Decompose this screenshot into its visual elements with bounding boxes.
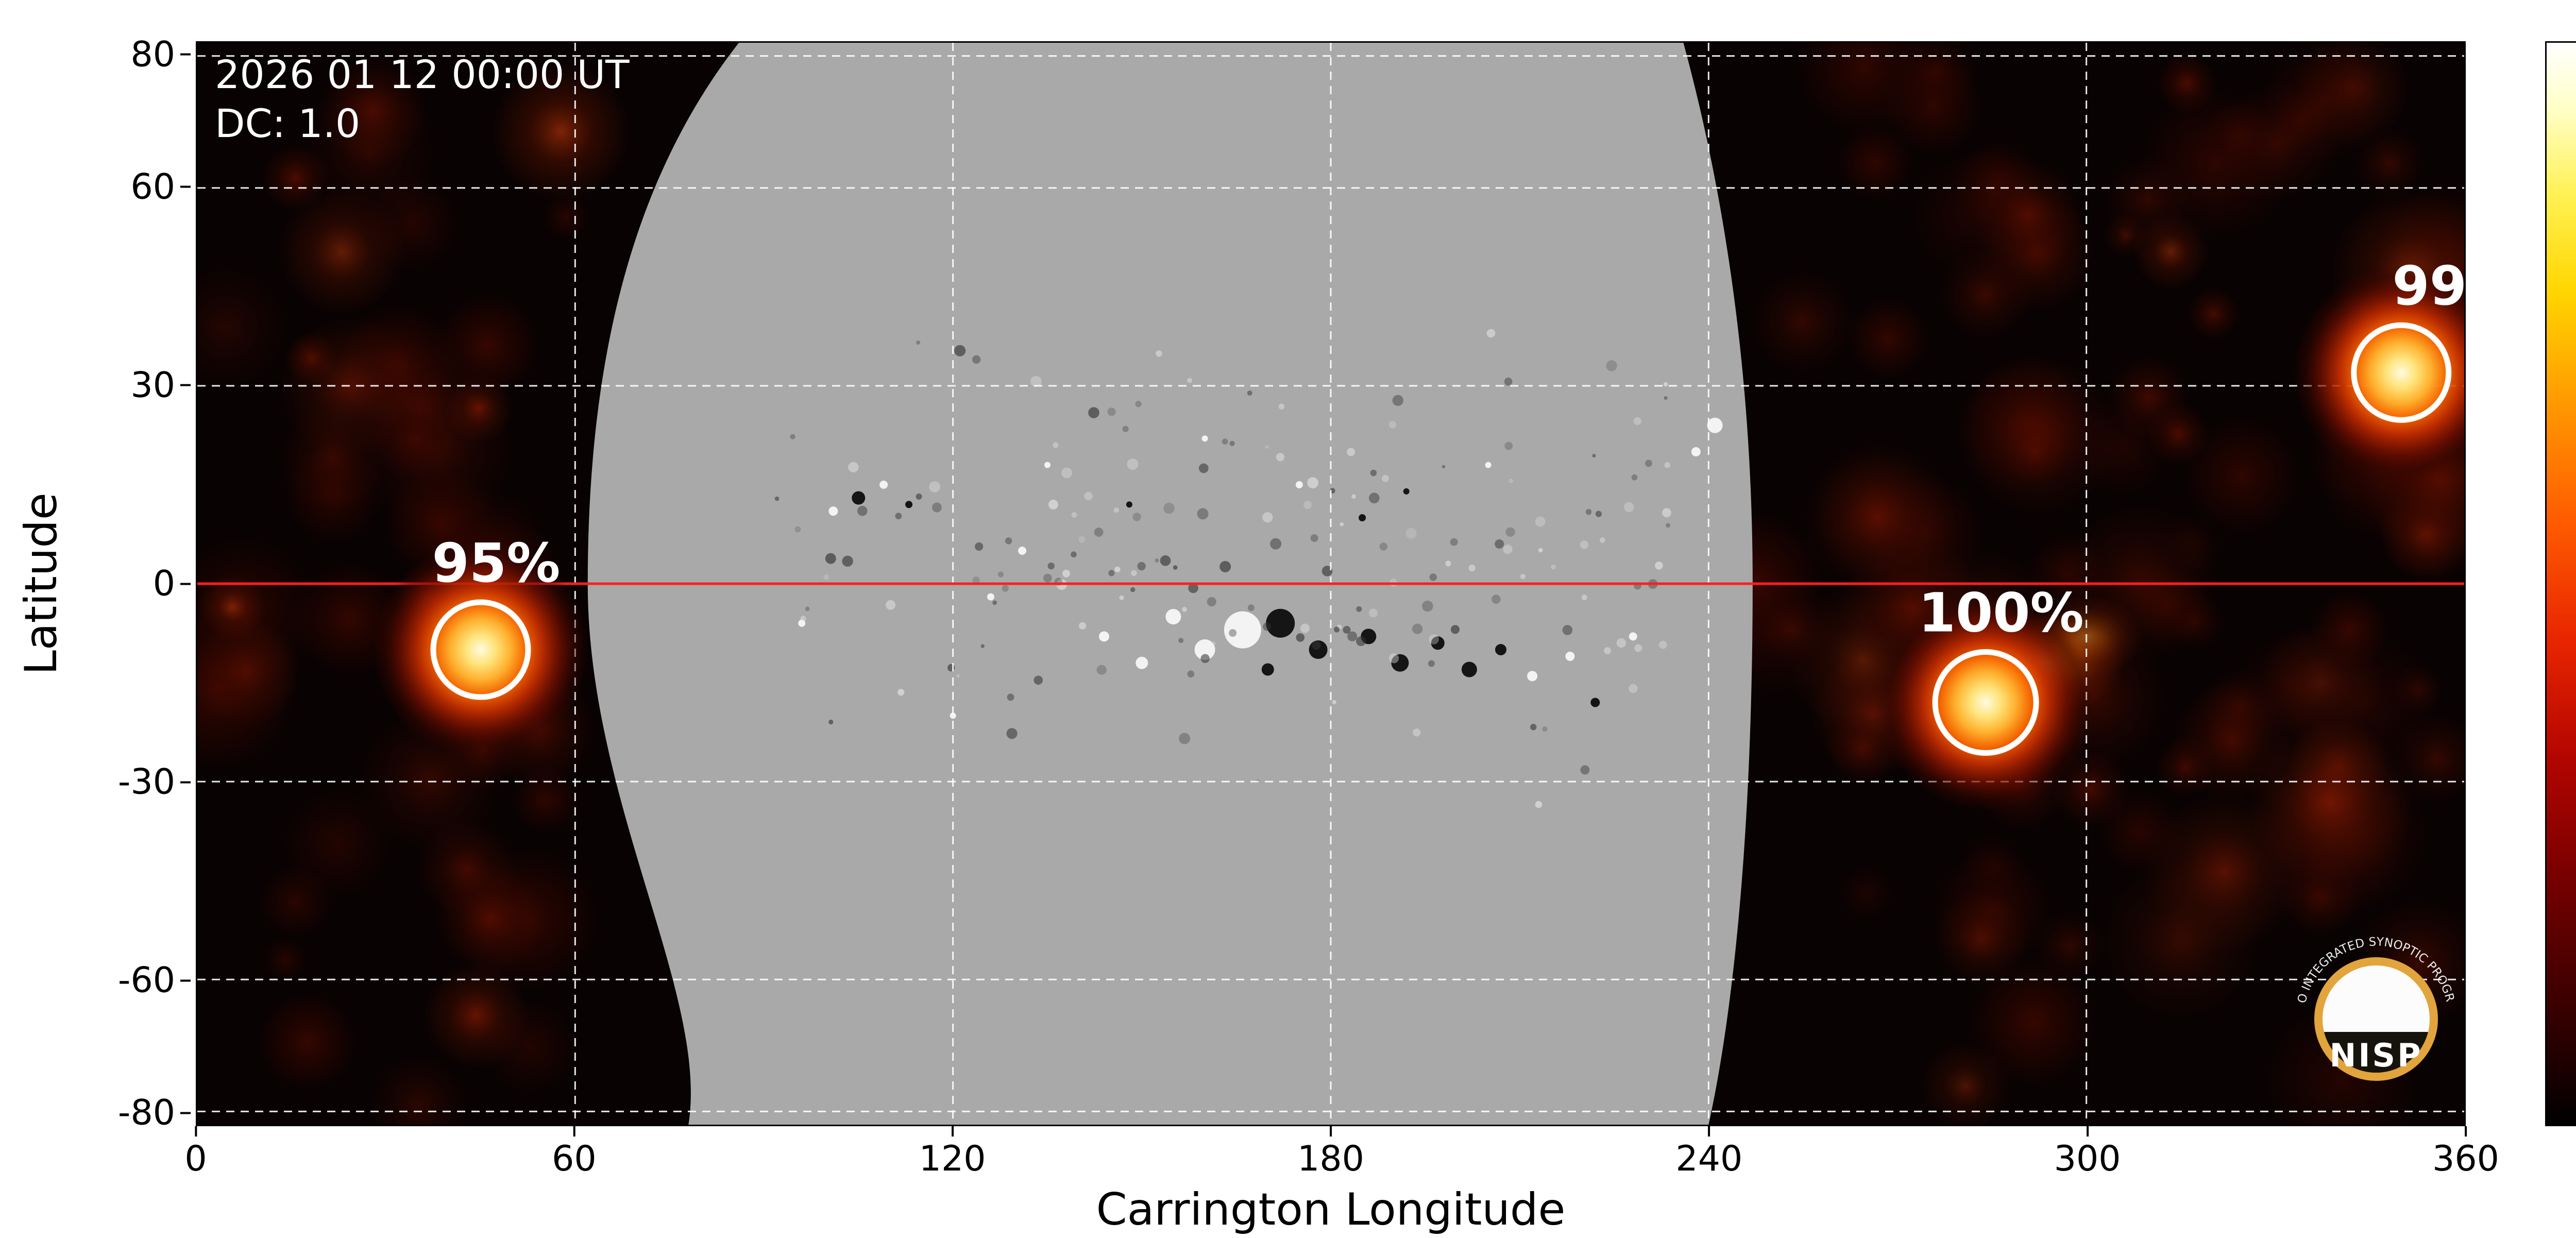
x-tick: 300 bbox=[2054, 1126, 2121, 1179]
y-axis-label: Latitude bbox=[15, 493, 67, 675]
detection-hotspot bbox=[1877, 594, 2094, 811]
farside-colorbar bbox=[2545, 41, 2576, 1126]
magnetogram-feature bbox=[798, 619, 806, 627]
y-tick: 80 bbox=[130, 34, 191, 75]
detection-label: 100% bbox=[1918, 581, 2083, 644]
y-tick: 60 bbox=[130, 166, 191, 207]
magnetogram-feature bbox=[1224, 611, 1261, 649]
magnetogram-feature bbox=[1629, 632, 1637, 641]
y-tick: -60 bbox=[118, 960, 191, 1001]
magnetogram-feature bbox=[1590, 698, 1600, 707]
magnetogram-feature bbox=[1126, 501, 1132, 508]
magnetogram-feature bbox=[1018, 547, 1027, 555]
magnetogram-feature bbox=[905, 501, 913, 508]
magnetogram-feature bbox=[1359, 514, 1366, 521]
magnetogram-feature bbox=[1261, 663, 1274, 676]
magnetogram-feature bbox=[1707, 417, 1723, 433]
magnetogram-feature bbox=[1136, 656, 1148, 669]
magnetogram-feature bbox=[987, 593, 994, 601]
magnetogram-feature bbox=[1495, 644, 1506, 655]
magnetogram-feature bbox=[1403, 488, 1410, 495]
magnetogram-feature bbox=[879, 480, 888, 489]
detection-ring bbox=[1932, 649, 2039, 756]
timestamp-text: 2026 01 12 00:00 UT bbox=[215, 52, 630, 97]
magnetogram-feature bbox=[828, 506, 838, 516]
gridlines bbox=[197, 43, 2464, 1125]
magnetogram-feature bbox=[1099, 631, 1109, 642]
y-tick: 30 bbox=[130, 365, 191, 405]
y-axis-ticks: 80 60 30 0 -30 -60 -80 bbox=[62, 34, 191, 1133]
y-tick: 0 bbox=[153, 564, 191, 604]
magnetogram-feature bbox=[1201, 435, 1208, 442]
dc-text: DC: 1.0 bbox=[215, 100, 361, 146]
detection-label: 95% bbox=[432, 532, 561, 595]
logo-nisp-text: NISP bbox=[2329, 1037, 2422, 1074]
detection-ring bbox=[2351, 322, 2452, 423]
x-axis-label: Carrington Longitude bbox=[1096, 1184, 1566, 1235]
map-annotations: 2026 01 12 00:00 UT DC: 1.0 bbox=[215, 50, 630, 148]
magnetogram-feature bbox=[1431, 636, 1445, 650]
magnetogram-feature bbox=[1527, 671, 1538, 682]
y-tick: -30 bbox=[118, 762, 191, 803]
x-tick: 240 bbox=[1675, 1126, 1742, 1179]
magnetogram-feature bbox=[1461, 662, 1477, 677]
magnetogram-feature bbox=[1485, 462, 1492, 468]
magnetogram-feature bbox=[1295, 481, 1303, 488]
magnetogram-feature bbox=[1565, 651, 1575, 661]
magnetogram-feature bbox=[950, 713, 956, 719]
detection-hotspot bbox=[2293, 264, 2464, 481]
magnetogram-feature bbox=[1044, 462, 1050, 468]
x-tick: 0 bbox=[184, 1126, 207, 1179]
magnetogram-feature bbox=[1165, 609, 1181, 624]
magnetogram-feature bbox=[1194, 639, 1215, 660]
detection-hotspot bbox=[372, 541, 589, 758]
x-tick: 360 bbox=[2432, 1126, 2499, 1179]
logo-ring bbox=[2314, 957, 2438, 1081]
x-tick: 120 bbox=[919, 1126, 986, 1179]
y-tick: -80 bbox=[118, 1093, 191, 1133]
magnetogram-feature bbox=[852, 491, 866, 505]
magnetogram-feature bbox=[1691, 447, 1701, 456]
x-tick: 60 bbox=[552, 1126, 597, 1179]
solar-map-canvas: 95%100%99 NISP NSO INTEGRATED SYNOPTIC P… bbox=[197, 43, 2464, 1125]
plot-area: 95%100%99 NISP NSO INTEGRATED SYNOPTIC P… bbox=[196, 41, 2466, 1126]
magnetogram-feature bbox=[1391, 654, 1409, 672]
detection-ring bbox=[430, 599, 531, 700]
magnetogram-feature bbox=[1266, 608, 1295, 638]
farside-detections: 95% 100% 99 bbox=[372, 255, 2464, 811]
detection-label: 99 bbox=[2392, 255, 2464, 317]
x-tick: 180 bbox=[1297, 1126, 1364, 1179]
x-axis-ticks: 0 60 120 180 240 300 360 bbox=[184, 1126, 2499, 1186]
